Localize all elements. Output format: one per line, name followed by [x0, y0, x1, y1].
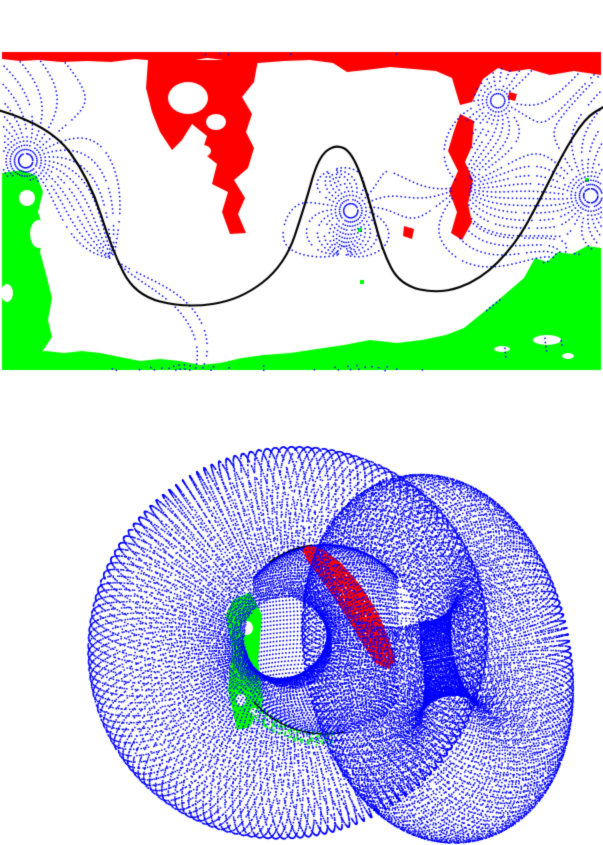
- field-sphere-panel: [0, 395, 603, 845]
- synoptic-map-panel: [0, 0, 603, 395]
